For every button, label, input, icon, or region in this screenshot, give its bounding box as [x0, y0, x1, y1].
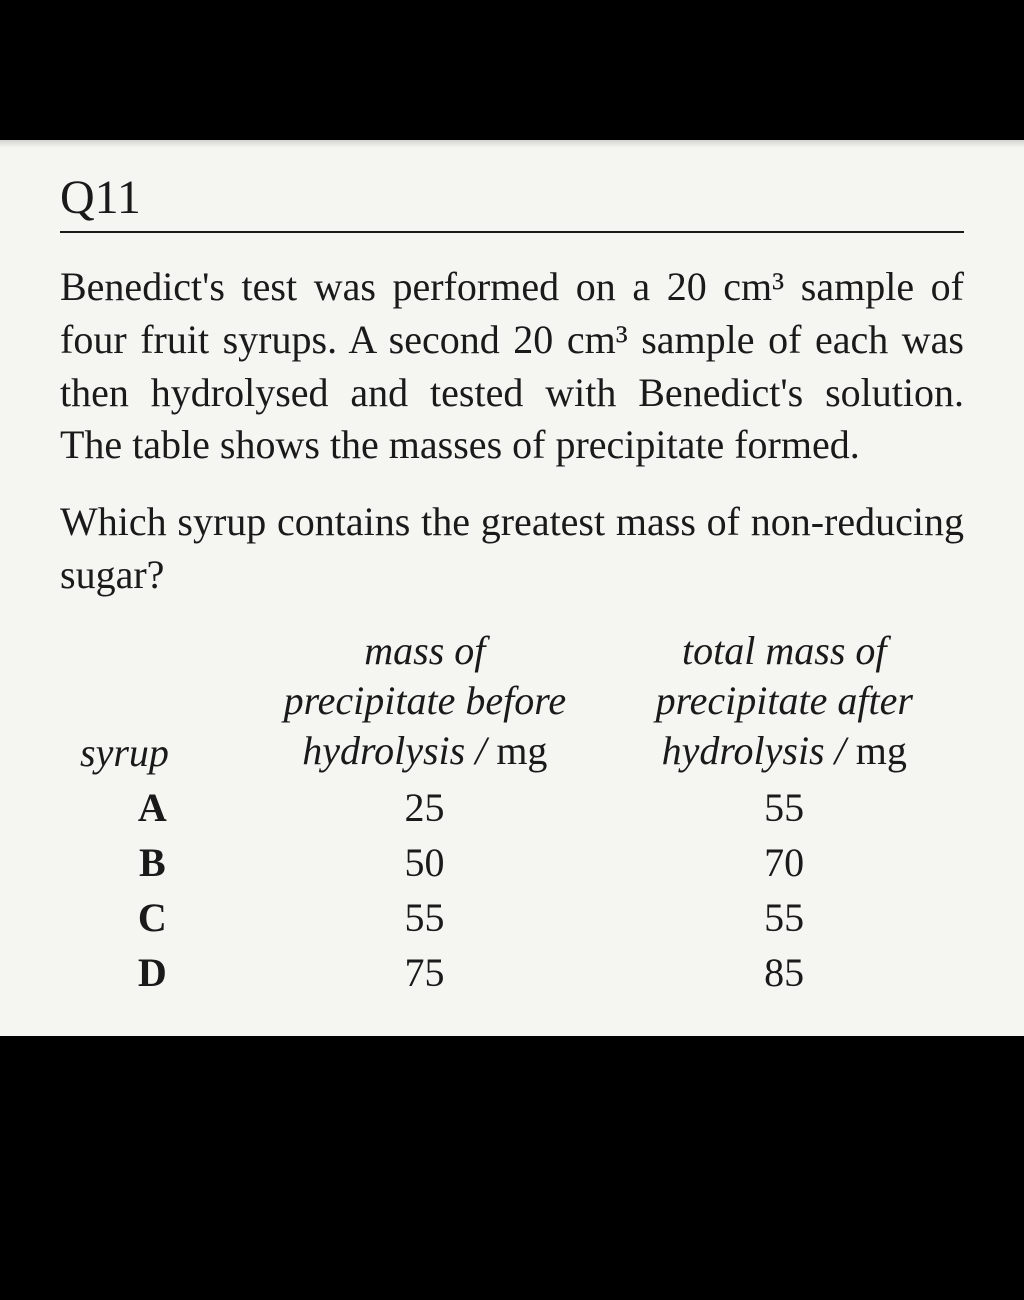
cell-syrup: B	[60, 839, 245, 886]
cell-syrup: A	[60, 784, 245, 831]
question-body: Benedict's test was performed on a 20 cm…	[60, 261, 964, 472]
table-header-row: syrup mass of precipitate before hydroly…	[60, 626, 964, 776]
cell-before: 75	[245, 949, 605, 996]
document-page: Q11 Benedict's test was performed on a 2…	[0, 140, 1024, 1036]
top-black-bar	[0, 0, 1024, 140]
cell-after: 70	[604, 839, 964, 886]
cell-syrup: D	[60, 949, 245, 996]
header-syrup: syrup	[60, 729, 245, 776]
cell-before: 25	[245, 784, 605, 831]
cell-after: 55	[604, 784, 964, 831]
bottom-strip	[0, 1036, 1024, 1050]
bottom-black-bar	[0, 1050, 1024, 1300]
cell-after: 55	[604, 894, 964, 941]
cell-before: 55	[245, 894, 605, 941]
table-row: B 50 70	[60, 839, 964, 886]
question-number: Q11	[60, 170, 141, 227]
table-row: C 55 55	[60, 894, 964, 941]
header-underline	[60, 231, 964, 233]
cell-before: 50	[245, 839, 605, 886]
question-prompt: Which syrup contains the greatest mass o…	[60, 496, 964, 602]
table-row: D 75 85	[60, 949, 964, 996]
cell-after: 85	[604, 949, 964, 996]
cell-syrup: C	[60, 894, 245, 941]
table-row: A 25 55	[60, 784, 964, 831]
header-before: mass of precipitate before hydrolysis / …	[245, 626, 604, 776]
data-table: syrup mass of precipitate before hydroly…	[60, 626, 964, 996]
header-after: total mass of precipitate after hydrolys…	[605, 626, 964, 776]
